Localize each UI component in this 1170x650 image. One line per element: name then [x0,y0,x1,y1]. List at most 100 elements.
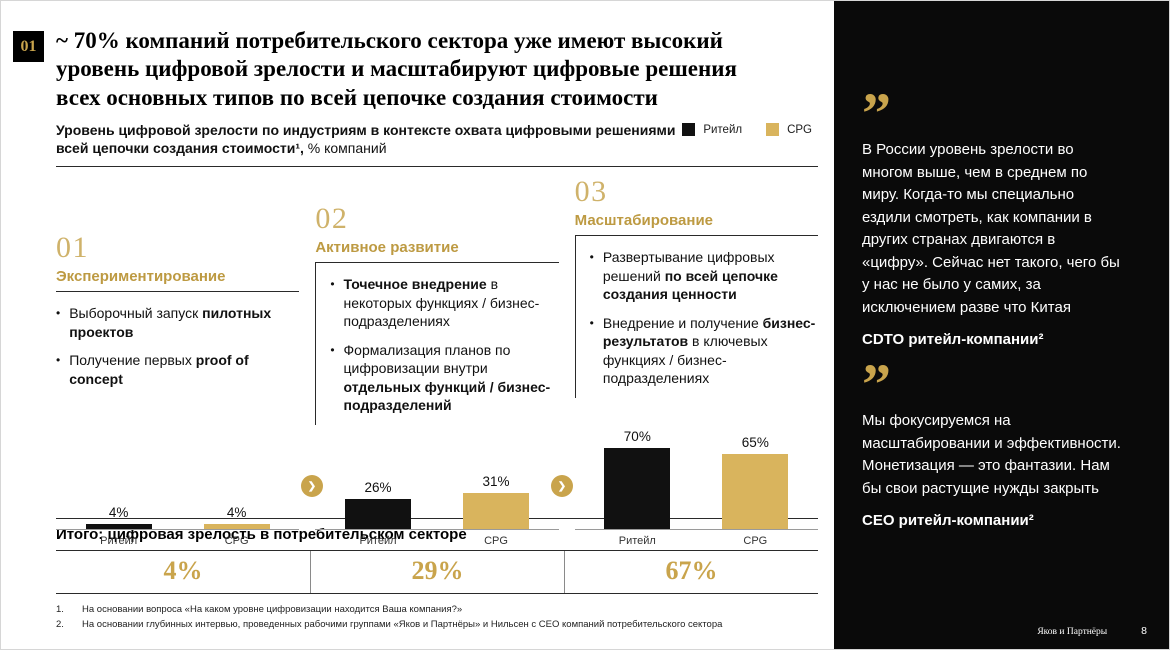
stage-title: Активное развитие [315,239,459,257]
quote-block-1: ” В России уровень зрелости во многом вы… [862,81,1143,349]
footnote-number: 1. [56,604,64,616]
page-title: ~ 70% компаний потребительского сектора … [56,28,737,110]
list-item: • Развертывание цифровых решений по всей … [589,249,778,303]
stage-number: 01 [56,231,89,265]
chevron-right-icon: ❯ [300,475,323,498]
bar-value-label: 4% [108,504,129,520]
x-axis: Ритейл CPG [574,528,818,547]
totals-section: Итого: цифровая зрелость в потребительск… [56,518,818,595]
bullet-icon: • [589,250,594,265]
list-item: • Выборочный запуск пилотных проектов [56,305,272,340]
totals-value-stage-1: 4% [163,556,203,586]
stage-header: 02 Активное развитие [315,202,559,264]
sidebar-footer: Яков и Партнёры 8 [862,625,1147,637]
quote-icon: ” [862,352,891,417]
bars: 26% 31% [315,425,558,529]
bar-value-label: 26% [364,479,392,495]
stage-header: 01 Экспериментирование [56,231,300,293]
totals-row: 4% 29% 67% [56,550,818,595]
bullet-icon: • [330,277,335,292]
x-axis: Ритейл CPG [56,528,300,547]
bullet-icon: • [56,306,61,321]
axis-label-cpg: CPG [224,534,249,547]
totals-value-stage-3: 67% [564,551,818,594]
list-item: • Внедрение и получение бизнес-результато… [589,314,816,387]
bar-value-label: 4% [226,504,247,520]
footnote-number: 2. [56,618,64,630]
stage-column-active-development: 02 Активное развитие • Точечное внедрение… [315,175,559,547]
footnote: 1. На основании вопроса «На каком уровне… [56,603,818,618]
bar-retail [344,498,411,529]
bar-group-cpg: 65% [722,425,789,529]
bullet-icon: • [56,353,61,368]
quote-block-2: ” Мы фокусируемся на масштабировании и э… [862,352,1143,530]
bullet-icon: • [589,315,594,330]
bar-cpg [462,492,529,529]
x-axis: Ритейл CPG [315,528,559,547]
bullet-icon: • [330,342,335,357]
bar-retail [85,523,152,529]
quote-text: В России уровень зрелости во многом выше… [862,141,1120,316]
axis-label-retail: Ритейл [100,534,138,547]
bar-group-cpg: 4% [203,425,270,529]
axis-label-retail: Ритейл [359,534,397,547]
legend-label: CPG [787,123,812,136]
chart-subtitle: Уровень цифровой зрелости по индустриям … [56,121,711,157]
footnote-text: На основании глубинных интервью, проведе… [82,618,723,630]
bar-value-label: 65% [741,434,769,450]
list-item: • Получение первых proof of concept [56,352,249,387]
bar-cpg [722,453,789,529]
bar-group-cpg: 31% [462,425,529,529]
list-item: • Формализация планов по цифровизации вну… [330,341,551,414]
bar-cpg [203,523,270,529]
quote-text: Мы фокусируемся на масштабировании и эфф… [862,412,1121,497]
bar-group-retail: 70% [604,425,671,529]
divider [56,166,818,168]
stage-bullets: • Выборочный запуск пилотных проектов • По… [56,292,299,398]
quote-attribution: CDTO ритейл-компании² [862,331,1044,348]
quote-icon: ” [862,81,891,146]
totals-heading: Итого: цифровая зрелость в потребительск… [56,526,467,544]
axis-label-retail: Ритейл [618,534,656,547]
quotes-sidebar: ” В России уровень зрелости во многом вы… [834,1,1169,649]
stage-bullets: • Точечное внедрение в некоторых функциях… [315,263,558,425]
slide-main-content: 01 ~ 70% компаний потребительского секто… [1,1,834,649]
stage-number: 03 [574,175,608,209]
chevron-right-icon: ❯ [550,475,573,498]
totals-value-stage-2: 29% [310,551,564,594]
stage-number: 02 [315,202,349,236]
bars: 70% 65% [575,425,818,529]
stage-title: Экспериментирование [56,268,226,286]
bar-value-label: 31% [482,473,510,489]
footnote: 2. На основании глубинных интервью, пров… [56,618,818,633]
chart-legend: Ритейл CPG [682,123,812,136]
bar-chart-stage-3: 70% 65% Ритейл CPG [574,425,818,547]
bar-chart-stage-2: 26% 31% Ритейл CPG [315,425,559,547]
quote-attribution: CEO ритейл-компании² [862,512,1034,529]
bullet-list: • Выборочный запуск пилотных проектов • По… [56,304,299,388]
bullet-list: • Точечное внедрение в некоторых функциях… [330,275,558,414]
axis-label-cpg: CPG [484,534,508,547]
axis-label-cpg: CPG [743,534,768,547]
bar-group-retail: 4% [85,425,152,529]
page-number: 8 [1141,625,1147,637]
stage-column-experimenting: 01 Экспериментирование • Выборочный запус… [56,175,300,547]
legend-item-retail: Ритейл [682,123,742,136]
brand-logo: Яков и Партнёры [1037,627,1108,637]
bar-retail [604,448,671,529]
bar-group-retail: 26% [344,425,411,529]
chart-subtitle-bold: Уровень цифровой зрелости по индустриям … [56,121,676,157]
maturity-stages: 01 Экспериментирование • Выборочный запус… [56,175,818,547]
stage-column-scaling: 03 Масштабирование • Развертывание цифров… [574,175,818,547]
slide-number-badge: 01 [13,31,44,62]
legend-label: Ритейл [703,123,743,136]
legend-item-cpg: CPG [766,123,812,136]
stage-bullets: • Развертывание цифровых решений по всей … [574,236,818,398]
stage-header: 03 Масштабирование [574,175,818,237]
legend-swatch-cpg-icon [766,123,780,136]
bar-chart-stage-1: 4% 4% Ритейл CPG [56,425,300,547]
footnotes: 1. На основании вопроса «На каком уровне… [56,603,818,632]
legend-swatch-retail-icon [682,123,696,136]
bar-value-label: 70% [623,429,651,444]
